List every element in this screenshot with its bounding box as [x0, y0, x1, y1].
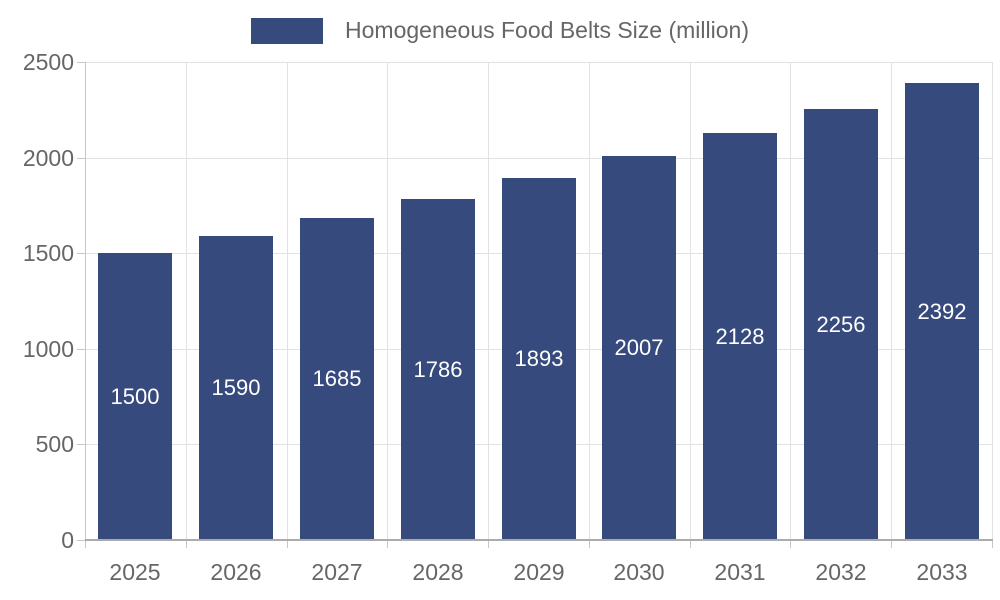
y-tick-mark [77, 253, 85, 254]
legend-swatch [251, 17, 324, 44]
y-tick-label: 2000 [22, 145, 74, 171]
x-tick-mark [589, 541, 590, 548]
y-tick-mark [77, 349, 85, 350]
y-tick-mark [77, 540, 85, 541]
bar-2027[interactable]: 1685 [300, 218, 374, 540]
bar-2026[interactable]: 1590 [199, 236, 273, 540]
bar-2033[interactable]: 2392 [905, 83, 979, 540]
bar-value-label: 2256 [816, 312, 866, 337]
x-gridline [992, 62, 993, 540]
bar-value-label: 1786 [413, 357, 463, 382]
x-tick-mark [387, 541, 388, 548]
x-gridline [790, 62, 791, 540]
x-tick-label: 2028 [412, 559, 464, 585]
y-tick-label: 500 [35, 431, 74, 457]
x-gridline [287, 62, 288, 540]
x-tick-label: 2030 [613, 559, 665, 585]
y-tick-label: 1500 [22, 240, 74, 266]
y-axis-line [85, 62, 86, 540]
y-tick-label: 2500 [22, 49, 74, 75]
bar-2025[interactable]: 1500 [98, 253, 172, 540]
x-gridline [186, 62, 187, 540]
x-gridline [488, 62, 489, 540]
x-gridline [690, 62, 691, 540]
x-gridline [589, 62, 590, 540]
y-tick-label: 1000 [22, 336, 74, 362]
bar-2028[interactable]: 1786 [401, 199, 475, 540]
x-tick-label: 2029 [513, 559, 565, 585]
y-tick-mark [77, 62, 85, 63]
bar-2030[interactable]: 2007 [602, 156, 676, 540]
bar-2031[interactable]: 2128 [703, 133, 777, 540]
y-tick-label: 0 [61, 527, 74, 553]
x-gridline [891, 62, 892, 540]
bar-value-label: 2128 [715, 324, 765, 349]
bar-value-label: 1500 [110, 384, 160, 409]
x-tick-label: 2033 [916, 559, 968, 585]
x-tick-mark [287, 541, 288, 548]
x-tick-label: 2032 [815, 559, 867, 585]
x-tick-label: 2027 [311, 559, 363, 585]
x-tick-mark [85, 541, 86, 548]
bar-value-label: 1590 [211, 375, 261, 400]
bar-2029[interactable]: 1893 [502, 178, 576, 540]
bar-value-label: 1893 [514, 346, 564, 371]
x-tick-mark [186, 541, 187, 548]
x-tick-label: 2026 [210, 559, 262, 585]
y-gridline [85, 62, 992, 63]
x-tick-mark [992, 541, 993, 548]
plot-area: 1500 1590 1685 1786 1893 2007 2128 2256 2392 [85, 62, 993, 540]
legend-label: Homogeneous Food Belts Size (million) [345, 17, 749, 43]
y-tick-mark [77, 158, 85, 159]
x-tick-mark [690, 541, 691, 548]
x-tick-mark [891, 541, 892, 548]
x-axis-line [85, 539, 993, 541]
y-tick-mark [77, 444, 85, 445]
x-gridline [387, 62, 388, 540]
x-tick-mark [790, 541, 791, 548]
bar-value-label: 2392 [917, 299, 967, 324]
legend[interactable]: Homogeneous Food Belts Size (million) [0, 17, 1000, 44]
bar-value-label: 1685 [312, 366, 362, 391]
x-tick-label: 2031 [714, 559, 766, 585]
x-tick-mark [488, 541, 489, 548]
x-tick-label: 2025 [109, 559, 161, 585]
bar-2032[interactable]: 2256 [804, 109, 878, 540]
bar-value-label: 2007 [614, 335, 664, 360]
y-gridline [85, 158, 992, 159]
